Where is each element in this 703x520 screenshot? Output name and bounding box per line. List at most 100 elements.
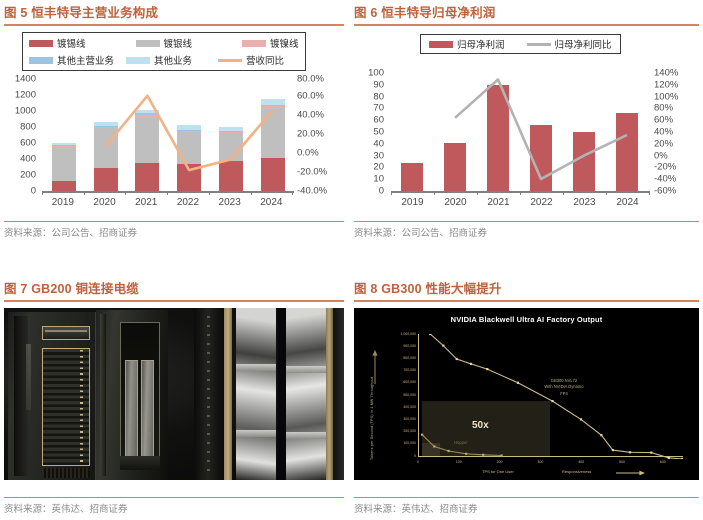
nv-x-axis-line [418,455,683,457]
fig5-xtick-2021: 2021 [135,197,158,208]
bar-seg-silver-plated [52,147,76,182]
table-row [218,126,243,191]
nv-hopper-highlight-box [422,442,440,456]
rack-gold-post-left [224,307,232,480]
figure-7-title-rule [4,300,344,302]
bar-seg-other [93,122,118,126]
gb200-copper-cable-photo [4,307,344,480]
fig6-tick [434,191,435,195]
bar-seg-other-main [260,104,285,106]
fig6-y2tick-140: 140% [654,67,679,79]
nv-50x-highlight-box [422,400,550,456]
fig6-ytick-80: 80 [373,90,384,102]
legend-item-net-profit[interactable]: 归母净利润 [429,37,505,51]
fig6-xtick-2019: 2019 [401,197,424,208]
legend-item-net-profit-yoy[interactable]: 归母净利同比 [526,37,612,51]
nv-annotation-gb300-nvl72: GB300 NVL72 [550,377,578,383]
figure-6-source-rule [354,221,699,223]
bar-seg-silver-plated [218,132,243,161]
throughput-arrow-icon [372,349,378,384]
figure-8-panel: 图 8 GB300 性能大幅提升 NVIDIA Blackwell Ultra … [354,278,699,518]
rack-top-unit-vent [45,329,87,332]
figure-5-chart: 0 200 400 600 800 1000 1200 1400 -40.0% … [4,73,344,216]
bar-net-profit-2024 [616,113,638,191]
figure-5-source: 资料来源：公司公告、招商证券 [4,221,344,239]
legend-item-tin-plated[interactable]: 镀锡线 [29,36,86,50]
rack-right-edge [333,307,344,480]
table-row [260,98,285,191]
nv-hopper-label: Hopper [454,439,468,445]
legend-label-revenue-yoy: 营收同比 [246,56,285,67]
cable-bundle-middle-right [141,359,154,462]
figure-6-source: 资料来源：公司公告、招商证券 [354,221,699,239]
fig6-xtick-2022: 2022 [530,197,553,208]
fig6-ytick-70: 70 [373,102,384,114]
legend-item-other-business[interactable]: 其他业务 [126,53,192,67]
bar-seg-tin-plated [93,167,118,191]
legend-label-net-profit-yoy: 归母净利同比 [554,40,612,51]
fig6-y2tick-100: 100% [654,90,679,102]
fig6-y2tick-60: 60% [654,114,674,126]
legend-swatch-other-business [126,56,151,64]
figure-8-title: 图 8 GB300 性能大幅提升 [354,282,502,296]
nv-ytick-900000: 900,000 [403,343,416,348]
figure-8-source: 资料来源：英伟达、招商证券 [354,497,699,515]
legend-label-nickel-plated: 镀镍线 [270,39,299,50]
bar-seg-nickel-plated [218,131,243,133]
bar-seg-other-main [177,129,202,131]
legend-item-silver-plated[interactable]: 镀银线 [135,36,192,50]
fig6-y2tick-n20: -20% [654,161,677,173]
bar-seg-tin-plated [260,158,285,191]
fig5-ytick-800: 800 [20,121,36,133]
fig6-xtick-2023: 2023 [573,197,596,208]
nv-xtick-0: 0 [417,459,419,464]
nv-xtick-300: 300 [537,459,544,464]
figure-6-source-text: 资料来源：公司公告、招商证券 [354,228,488,240]
nv-y-axis-line [418,333,420,457]
fig5-tick [292,191,294,195]
rack-gold-post-right [326,307,333,480]
fig5-y2tick-60: 60.0% [297,90,324,102]
legend-item-revenue-yoy[interactable]: 营收同比 [218,53,284,67]
rack-top-unit [42,325,90,340]
table-row [93,122,118,191]
figure-6-panel: 图 6 恒丰特导归母净利润 归母净利润 归母净利同比 0 [354,2,699,242]
fig6-y2tick-0: 0% [654,149,668,161]
fig6-ytick-50: 50 [373,126,384,138]
fig5-y2tick-20: 20.0% [297,128,324,140]
fig5-ytick-1200: 1200 [14,89,36,101]
nvidia-output-chart: NVIDIA Blackwell Ultra AI Factory Output… [354,307,699,480]
figure-7-panel: 图 7 GB200 铜连接电缆 [4,278,344,518]
nv-annotation-fp4: FP4 [560,390,568,396]
figure-5-source-rule [4,221,344,223]
bar-seg-silver-plated [260,107,285,158]
nv-xtick-600: 600 [659,459,666,464]
figure-7-source: 资料来源：英伟达、招商证券 [4,497,344,515]
fig5-y2tick-80: 80.0% [297,73,324,85]
cable-tie-2 [236,429,276,437]
nvidia-logo-strip [26,343,31,410]
nv-ytick-1000000: 1,000,000 [400,331,416,336]
nv-ytick-800000: 800,000 [403,355,416,360]
bar-net-profit-2022 [530,124,552,191]
rack-rail-holes [207,315,210,474]
bar-net-profit-2023 [573,132,595,191]
nv-xtick-500: 500 [619,459,625,464]
fig6-tick [563,191,564,195]
fig6-y2tick-80: 80% [654,102,674,114]
nv-responsiveness-label: Responsiveness [562,468,592,474]
figure-6-title: 图 6 恒丰特导归母净利润 [354,6,496,20]
fig6-ytick-90: 90 [373,79,384,91]
cable-tie-4 [286,431,326,439]
rack-left-edge [14,315,28,476]
legend-item-nickel-plated[interactable]: 镀镍线 [242,36,299,50]
nv-ytick-700000: 700,000 [403,368,416,373]
nv-ytick-400000: 400,000 [403,404,416,409]
rack-middle-post [100,313,106,476]
fig6-tick [649,191,650,195]
fig5-y2tick-0: 0.0% [297,147,319,159]
fig6-ytick-0: 0 [378,185,384,197]
legend-item-other-main-business[interactable]: 其他主营业务 [29,53,114,67]
fig6-y2tick-n60: -60% [654,185,677,197]
